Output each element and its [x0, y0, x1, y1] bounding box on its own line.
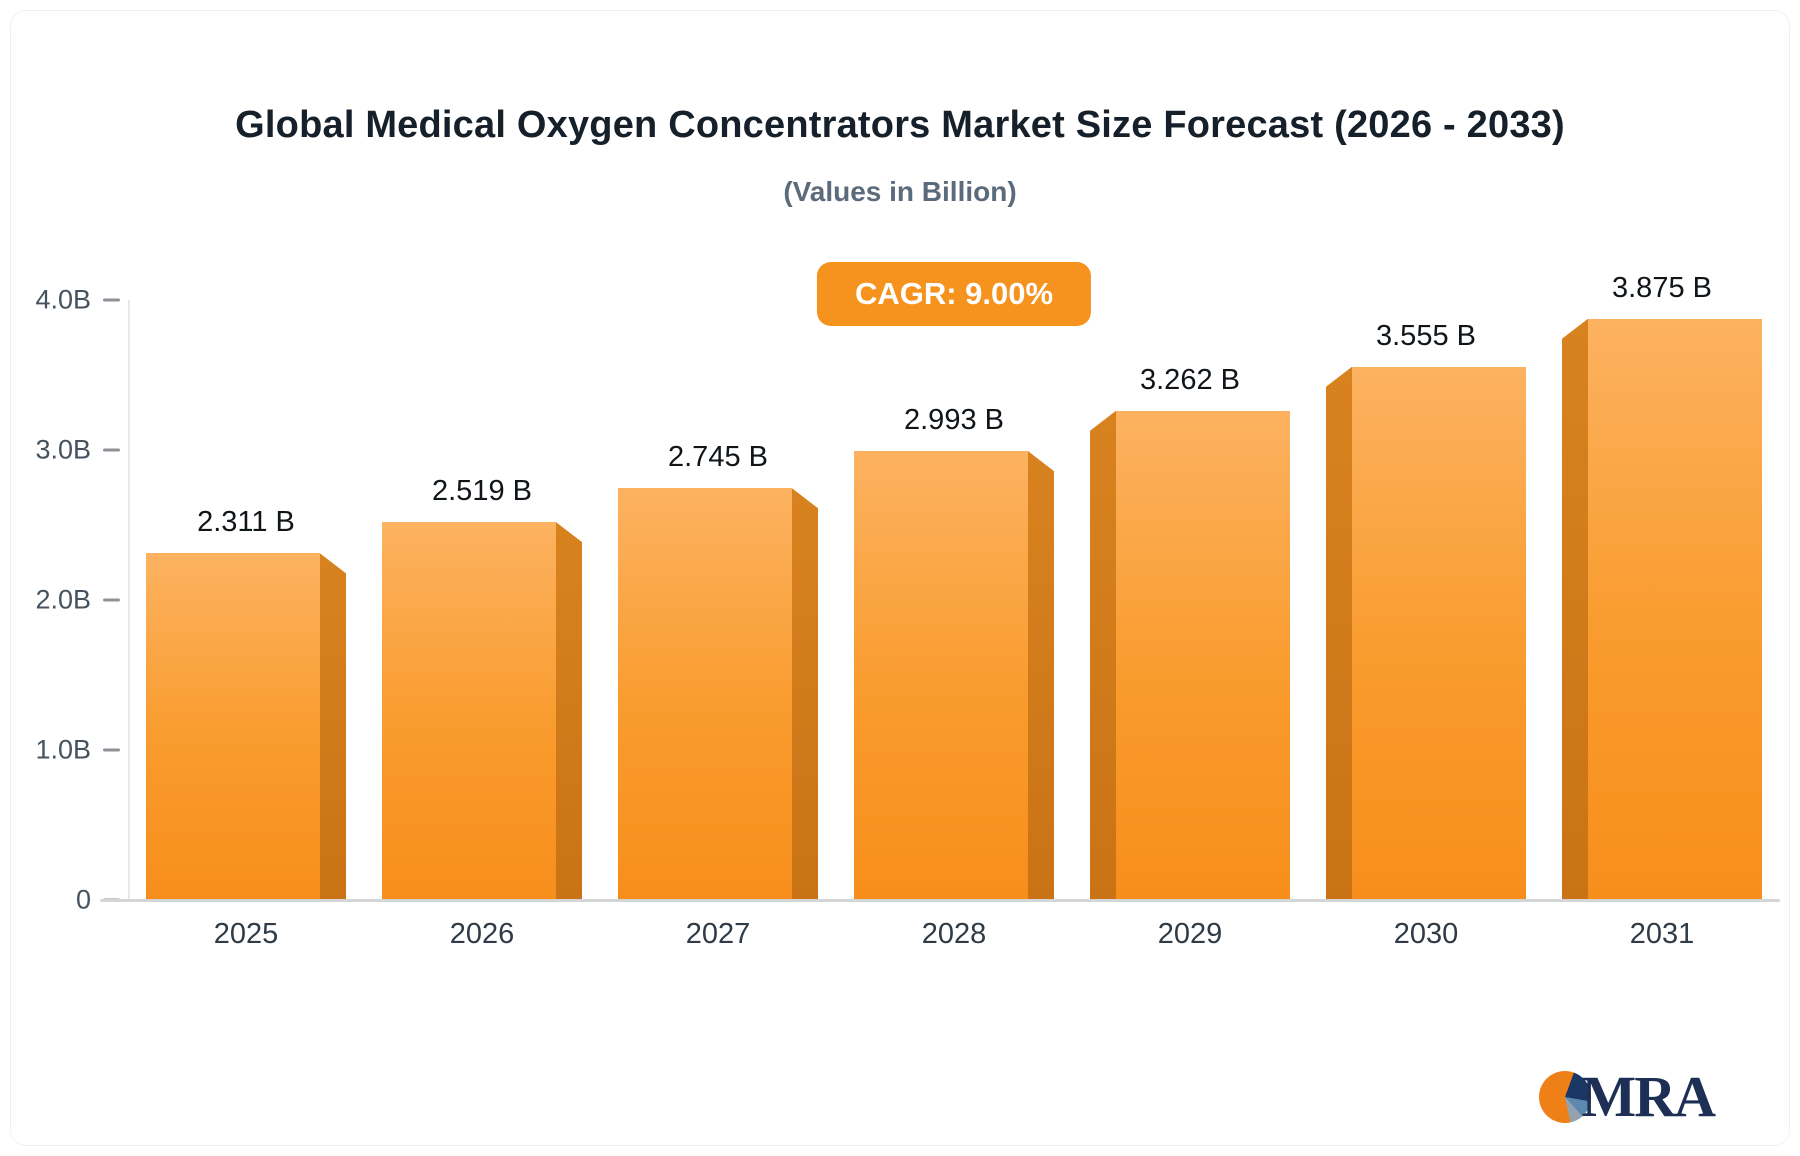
bar-2030: [1326, 366, 1526, 900]
y-axis-line: [128, 300, 130, 900]
bar-bevel: [1028, 451, 1054, 900]
bar-value-label: 2.993 B: [904, 404, 1004, 437]
bar-2027: [618, 488, 818, 900]
y-axis-tick-label: 4.0B: [35, 284, 91, 315]
bar-bevel: [556, 522, 582, 900]
y-axis-tick-label: 3.0B: [35, 434, 91, 465]
x-axis-label: 2029: [1157, 918, 1223, 950]
bar-value-label: 2.311 B: [197, 506, 295, 539]
y-axis-tick-dash: [103, 298, 120, 302]
bar-2026: [382, 522, 582, 900]
x-axis-label: 2028: [921, 918, 987, 950]
bar-bevel: [1326, 366, 1352, 900]
bar-group-2031: 3.875 B 2031: [1562, 272, 1762, 950]
bar-bevel: [1562, 318, 1588, 900]
y-axis-tick-dash: [103, 748, 120, 752]
x-axis-label: 2026: [449, 918, 515, 950]
chart-title: Global Medical Oxygen Concentrators Mark…: [235, 104, 1565, 146]
mra-logo: MRA: [1539, 1063, 1716, 1130]
y-axis-tick: 4.0B: [35, 285, 120, 316]
y-axis-tick: 3.0B: [35, 435, 120, 466]
bar-value-label: 3.875 B: [1612, 271, 1712, 304]
bar-bevel: [320, 553, 346, 900]
x-axis-label: 2030: [1393, 918, 1459, 950]
mra-logo-text: MRA: [1581, 1064, 1716, 1129]
y-axis-tick: 1.0B: [35, 735, 120, 766]
y-axis-tick-label: 0: [75, 884, 91, 915]
bar-group-2029: 3.262 B 2029: [1090, 300, 1290, 950]
bar-2025: [146, 553, 346, 900]
y-axis-tick-dash: [103, 598, 120, 602]
x-axis-label: 2025: [213, 918, 279, 950]
bar-group-2027: 2.745 B 2027: [618, 300, 818, 950]
bar-group-2026: 2.519 B 2026: [382, 300, 582, 950]
mra-pie-icon: [1539, 1070, 1592, 1123]
cagr-badge: CAGR: 9.00%: [816, 262, 1092, 326]
bar-value-label: 2.745 B: [668, 441, 768, 474]
bar-group-2030: 3.555 B 2030: [1326, 300, 1526, 950]
bar-bevel: [792, 488, 818, 900]
bar-value-label: 3.262 B: [1140, 363, 1240, 396]
plot-area: 2.311 B 2025 2.519 B 2026 2.745 B 2027 2.993 B…: [132, 272, 1776, 950]
bar-bevel: [1090, 410, 1116, 900]
y-axis-tick-label: 2.0B: [35, 584, 91, 615]
x-axis-label: 2027: [685, 918, 751, 950]
y-axis-tick: 2.0B: [35, 585, 120, 616]
bar-2031: [1562, 318, 1762, 900]
y-axis-tick-label: 1.0B: [35, 734, 91, 765]
bar-value-label: 3.555 B: [1376, 319, 1476, 352]
chart-subtitle: (Values in Billion): [783, 176, 1017, 207]
x-axis-label: 2031: [1629, 918, 1695, 950]
bar-2029: [1090, 410, 1290, 900]
bar-value-label: 2.519 B: [432, 475, 532, 508]
bar-group-2025: 2.311 B 2025: [146, 300, 346, 950]
bar-2028: [854, 451, 1054, 900]
bar-chart: 0 1.0B 2.0B 3.0B 4.0B 2.311 B 2025 2.519 B 2026…: [0, 272, 1800, 950]
x-axis-line: [100, 899, 1780, 902]
y-axis-tick-dash: [103, 448, 120, 452]
bar-group-2028: 2.993 B 2028: [854, 300, 1054, 950]
